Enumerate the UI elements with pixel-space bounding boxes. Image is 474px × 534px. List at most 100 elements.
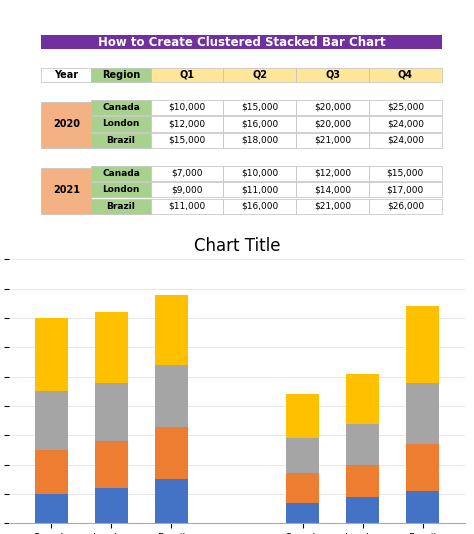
Bar bbox=[296, 166, 369, 181]
Text: $17,000: $17,000 bbox=[387, 185, 424, 194]
Bar bbox=[296, 199, 369, 214]
Bar bbox=[35, 494, 68, 523]
Text: Year: Year bbox=[55, 70, 78, 80]
Text: $15,000: $15,000 bbox=[168, 136, 206, 145]
Bar bbox=[223, 166, 296, 181]
Bar bbox=[151, 68, 223, 82]
Bar bbox=[155, 480, 188, 523]
Bar bbox=[223, 182, 296, 198]
Text: $25,000: $25,000 bbox=[387, 103, 424, 112]
Text: Q4: Q4 bbox=[398, 70, 413, 80]
Text: $16,000: $16,000 bbox=[241, 120, 278, 128]
Bar bbox=[151, 182, 223, 198]
Text: Q2: Q2 bbox=[252, 70, 267, 80]
Bar bbox=[155, 295, 188, 365]
Bar bbox=[151, 133, 223, 148]
Bar bbox=[151, 166, 223, 181]
Text: $18,000: $18,000 bbox=[241, 136, 278, 145]
Bar bbox=[91, 166, 151, 181]
Bar bbox=[346, 374, 379, 423]
Text: $26,000: $26,000 bbox=[387, 202, 424, 211]
Bar bbox=[296, 100, 369, 115]
Text: $12,000: $12,000 bbox=[168, 120, 206, 128]
Bar bbox=[369, 166, 442, 181]
Bar bbox=[41, 68, 91, 82]
Bar bbox=[346, 423, 379, 465]
Bar bbox=[406, 307, 439, 382]
Bar bbox=[286, 503, 319, 523]
Text: $12,000: $12,000 bbox=[314, 169, 351, 178]
Bar bbox=[91, 68, 151, 82]
Bar bbox=[35, 391, 68, 450]
Bar bbox=[155, 365, 188, 427]
Text: London: London bbox=[102, 120, 140, 128]
Bar bbox=[406, 444, 439, 491]
Text: Region: Region bbox=[102, 70, 140, 80]
Text: $20,000: $20,000 bbox=[314, 120, 351, 128]
Bar bbox=[296, 116, 369, 131]
Text: 2020: 2020 bbox=[53, 119, 80, 129]
Bar bbox=[91, 199, 151, 214]
Bar bbox=[91, 133, 151, 148]
Bar bbox=[151, 116, 223, 131]
Text: Canada: Canada bbox=[102, 169, 140, 178]
Text: London: London bbox=[102, 185, 140, 194]
Bar bbox=[296, 133, 369, 148]
Bar bbox=[369, 199, 442, 214]
Bar bbox=[95, 488, 128, 523]
Text: $11,000: $11,000 bbox=[241, 185, 278, 194]
Bar bbox=[286, 394, 319, 438]
Bar bbox=[223, 68, 296, 82]
Bar bbox=[369, 133, 442, 148]
Text: 2021: 2021 bbox=[53, 185, 80, 195]
Bar bbox=[41, 168, 91, 214]
Bar bbox=[95, 312, 128, 382]
Text: $9,000: $9,000 bbox=[171, 185, 203, 194]
Bar bbox=[369, 100, 442, 115]
Bar bbox=[95, 441, 128, 488]
Text: Q1: Q1 bbox=[180, 70, 194, 80]
Text: Q3: Q3 bbox=[325, 70, 340, 80]
Bar bbox=[155, 427, 188, 480]
Text: $24,000: $24,000 bbox=[387, 136, 424, 145]
Bar bbox=[406, 491, 439, 523]
Bar bbox=[91, 100, 151, 115]
Bar bbox=[223, 199, 296, 214]
Bar bbox=[286, 474, 319, 503]
Text: $21,000: $21,000 bbox=[314, 202, 351, 211]
Text: Brazil: Brazil bbox=[107, 136, 136, 145]
Text: $20,000: $20,000 bbox=[314, 103, 351, 112]
Bar bbox=[35, 450, 68, 494]
Text: $15,000: $15,000 bbox=[387, 169, 424, 178]
Text: $24,000: $24,000 bbox=[387, 120, 424, 128]
Text: $10,000: $10,000 bbox=[241, 169, 278, 178]
Text: $21,000: $21,000 bbox=[314, 136, 351, 145]
Text: $11,000: $11,000 bbox=[168, 202, 206, 211]
Text: $10,000: $10,000 bbox=[168, 103, 206, 112]
Bar bbox=[369, 182, 442, 198]
Bar bbox=[223, 133, 296, 148]
Bar bbox=[223, 100, 296, 115]
Bar bbox=[286, 438, 319, 474]
Bar bbox=[151, 199, 223, 214]
Bar bbox=[151, 100, 223, 115]
Bar bbox=[91, 182, 151, 198]
Bar bbox=[369, 68, 442, 82]
Bar bbox=[406, 382, 439, 444]
Text: $15,000: $15,000 bbox=[241, 103, 278, 112]
Bar bbox=[346, 497, 379, 523]
Text: $16,000: $16,000 bbox=[241, 202, 278, 211]
Bar bbox=[223, 116, 296, 131]
Bar bbox=[296, 68, 369, 82]
Text: $7,000: $7,000 bbox=[171, 169, 203, 178]
Bar bbox=[41, 35, 442, 49]
Bar bbox=[346, 465, 379, 497]
Text: Brazil: Brazil bbox=[107, 202, 136, 211]
Bar bbox=[91, 116, 151, 131]
Bar bbox=[41, 103, 91, 148]
Bar bbox=[95, 382, 128, 441]
Text: How to Create Clustered Stacked Bar Chart: How to Create Clustered Stacked Bar Char… bbox=[98, 35, 385, 49]
Text: Canada: Canada bbox=[102, 103, 140, 112]
Text: $14,000: $14,000 bbox=[314, 185, 351, 194]
Bar bbox=[296, 182, 369, 198]
